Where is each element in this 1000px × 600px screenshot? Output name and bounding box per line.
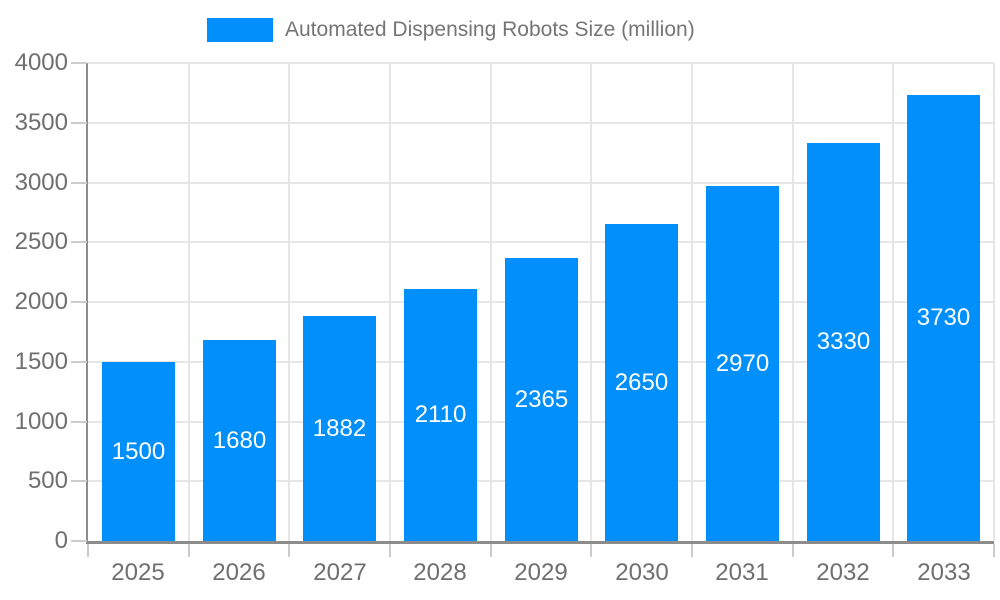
x-axis-tick-label: 2029 — [514, 559, 568, 586]
x-axis-tick — [490, 544, 492, 557]
v-gridline — [188, 63, 190, 541]
y-axis-tick-label: 1500 — [14, 348, 68, 375]
legend[interactable]: Automated Dispensing Robots Size (millio… — [207, 18, 695, 42]
x-axis-tick — [87, 544, 89, 557]
y-axis-tick-label: 4000 — [14, 49, 68, 76]
y-axis-tick-label: 3000 — [14, 169, 68, 196]
x-axis-tick — [691, 544, 693, 557]
bar-value-label: 3730 — [916, 304, 971, 331]
x-axis-tick — [792, 544, 794, 557]
bar-value-label: 1500 — [111, 437, 166, 465]
bar[interactable]: 1882 — [303, 316, 376, 541]
bar-value-label: 1680 — [212, 426, 267, 454]
x-axis-tick — [993, 544, 995, 557]
x-axis-tick — [288, 544, 290, 557]
bar-value-label: 2970 — [715, 349, 770, 377]
y-axis-tick — [71, 62, 87, 64]
h-gridline — [88, 182, 994, 184]
x-axis-tick-label: 2031 — [715, 559, 769, 586]
x-axis-tick — [590, 544, 592, 557]
y-axis-tick — [71, 361, 87, 363]
v-gridline — [691, 63, 693, 541]
y-axis-tick-label: 1000 — [14, 408, 68, 435]
v-gridline — [892, 63, 894, 541]
x-axis-tick-label: 2026 — [212, 559, 266, 586]
v-gridline — [490, 63, 492, 541]
y-axis-tick — [71, 182, 87, 184]
bar-value-label: 2650 — [614, 368, 669, 396]
bar[interactable]: 2970 — [706, 186, 779, 541]
y-axis-tick-label: 2000 — [14, 288, 68, 315]
y-axis-tick — [71, 301, 87, 303]
y-axis-line — [86, 63, 88, 543]
x-axis-tick — [389, 544, 391, 557]
y-axis-tick — [71, 540, 87, 542]
x-axis-tick-label: 2028 — [413, 559, 467, 586]
v-gridline — [993, 63, 995, 541]
bar-value-label: 2365 — [514, 385, 569, 413]
x-axis-tick-label: 2032 — [816, 559, 870, 586]
y-axis-tick-label: 2500 — [14, 228, 68, 255]
v-gridline — [389, 63, 391, 541]
bar-value-label: 3330 — [816, 328, 871, 355]
h-gridline — [88, 62, 994, 64]
bar[interactable]: 2110 — [404, 289, 477, 541]
y-axis-tick — [71, 241, 87, 243]
h-gridline — [88, 241, 994, 243]
y-axis-tick — [71, 480, 87, 482]
x-axis-tick-label: 2033 — [917, 559, 971, 586]
v-gridline — [288, 63, 290, 541]
x-axis-tick-label: 2030 — [615, 559, 669, 586]
h-gridline — [88, 122, 994, 124]
y-axis-tick — [71, 122, 87, 124]
y-axis-tick-label: 3500 — [14, 109, 68, 136]
v-gridline — [590, 63, 592, 541]
legend-swatch-icon — [207, 18, 273, 42]
x-axis-tick — [188, 544, 190, 557]
x-axis-tick-label: 2025 — [111, 559, 165, 586]
x-axis-line — [86, 541, 994, 544]
plot-area: 1500 1680 1882 2110 2365 2650 2970 3330 3730 — [88, 62, 995, 541]
bar-value-label: 1882 — [312, 414, 367, 442]
bar[interactable]: 3330 — [807, 143, 880, 541]
y-axis-tick-label: 0 — [54, 527, 68, 554]
bar[interactable]: 2650 — [605, 224, 678, 541]
y-axis-tick — [71, 421, 87, 423]
bar[interactable]: 1680 — [203, 340, 276, 541]
bar[interactable]: 1500 — [102, 362, 175, 541]
bar-value-label: 2110 — [414, 401, 467, 428]
bar[interactable]: 3730 — [907, 95, 980, 541]
y-axis-tick-label: 500 — [27, 467, 68, 494]
x-axis-tick — [892, 544, 894, 557]
x-axis-tick-label: 2027 — [313, 559, 367, 586]
v-gridline — [792, 63, 794, 541]
legend-label: Automated Dispensing Robots Size (millio… — [285, 18, 695, 41]
bar[interactable]: 2365 — [505, 258, 578, 541]
